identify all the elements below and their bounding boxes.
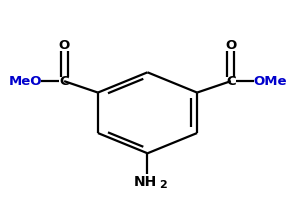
Text: OMe: OMe xyxy=(253,75,287,88)
Text: NH: NH xyxy=(134,175,157,189)
Text: 2: 2 xyxy=(159,180,167,190)
Text: C: C xyxy=(226,75,236,88)
Text: O: O xyxy=(58,39,70,52)
Text: MeO: MeO xyxy=(9,75,43,88)
Text: O: O xyxy=(225,39,237,52)
Text: C: C xyxy=(59,75,69,88)
